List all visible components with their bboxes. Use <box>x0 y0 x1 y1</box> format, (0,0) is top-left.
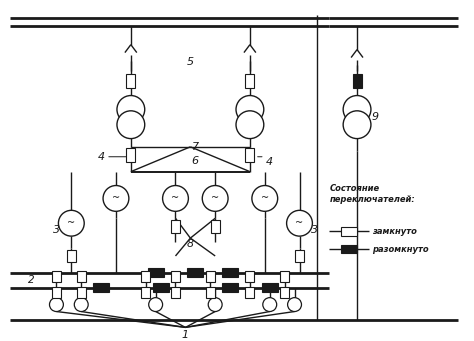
Text: 4: 4 <box>98 152 105 162</box>
Circle shape <box>74 298 88 312</box>
Bar <box>52 287 61 298</box>
Bar <box>127 74 135 88</box>
Circle shape <box>58 210 84 236</box>
Text: ~: ~ <box>295 218 303 228</box>
Circle shape <box>288 298 301 312</box>
Bar <box>341 227 357 236</box>
Bar <box>77 271 86 282</box>
Circle shape <box>252 186 278 211</box>
Text: ~: ~ <box>112 193 120 204</box>
Bar <box>246 287 255 298</box>
Circle shape <box>263 298 277 312</box>
Bar <box>67 250 76 263</box>
Circle shape <box>149 298 163 312</box>
Bar <box>246 148 255 162</box>
Bar <box>171 287 180 298</box>
Bar <box>295 250 304 263</box>
Bar <box>262 283 278 292</box>
Bar <box>246 74 255 88</box>
Bar <box>171 220 180 233</box>
Circle shape <box>117 111 145 138</box>
Bar <box>222 268 238 277</box>
Text: ~: ~ <box>261 193 269 204</box>
Text: 1: 1 <box>182 330 189 340</box>
Circle shape <box>49 298 64 312</box>
Text: 8: 8 <box>187 239 194 249</box>
Circle shape <box>202 186 228 211</box>
Bar <box>206 271 215 282</box>
Text: 5: 5 <box>187 57 194 66</box>
Bar <box>246 271 255 282</box>
Bar <box>148 268 164 277</box>
Bar <box>93 283 109 292</box>
Circle shape <box>208 298 222 312</box>
Bar <box>187 268 203 277</box>
Text: Состояние
переключателей:: Состояние переключателей: <box>329 183 415 204</box>
Bar <box>52 271 61 282</box>
Circle shape <box>117 95 145 123</box>
Bar <box>141 287 150 298</box>
Text: 7: 7 <box>192 142 199 152</box>
Circle shape <box>103 186 129 211</box>
Bar <box>280 287 289 298</box>
Text: 2: 2 <box>28 275 35 285</box>
Circle shape <box>236 111 264 138</box>
Bar <box>280 271 289 282</box>
Bar <box>222 283 238 292</box>
Circle shape <box>287 210 312 236</box>
Text: 6: 6 <box>192 156 199 166</box>
Text: разомкнуто: разомкнуто <box>372 244 428 253</box>
Bar <box>353 74 362 88</box>
Bar <box>211 220 219 233</box>
Text: 3: 3 <box>311 225 318 235</box>
Bar <box>77 287 86 298</box>
Bar <box>153 283 169 292</box>
Bar <box>127 148 135 162</box>
Text: ~: ~ <box>172 193 180 204</box>
Text: ~: ~ <box>67 218 75 228</box>
Bar <box>341 244 357 253</box>
Circle shape <box>163 186 188 211</box>
Bar <box>141 271 150 282</box>
Circle shape <box>236 95 264 123</box>
Circle shape <box>343 95 371 123</box>
Text: ~: ~ <box>211 193 219 204</box>
Circle shape <box>343 111 371 138</box>
Text: 3: 3 <box>53 225 60 235</box>
Bar <box>171 271 180 282</box>
Bar <box>206 287 215 298</box>
Text: 4: 4 <box>266 157 273 167</box>
Text: 9: 9 <box>371 112 378 122</box>
Text: замкнуто: замкнуто <box>372 227 417 236</box>
